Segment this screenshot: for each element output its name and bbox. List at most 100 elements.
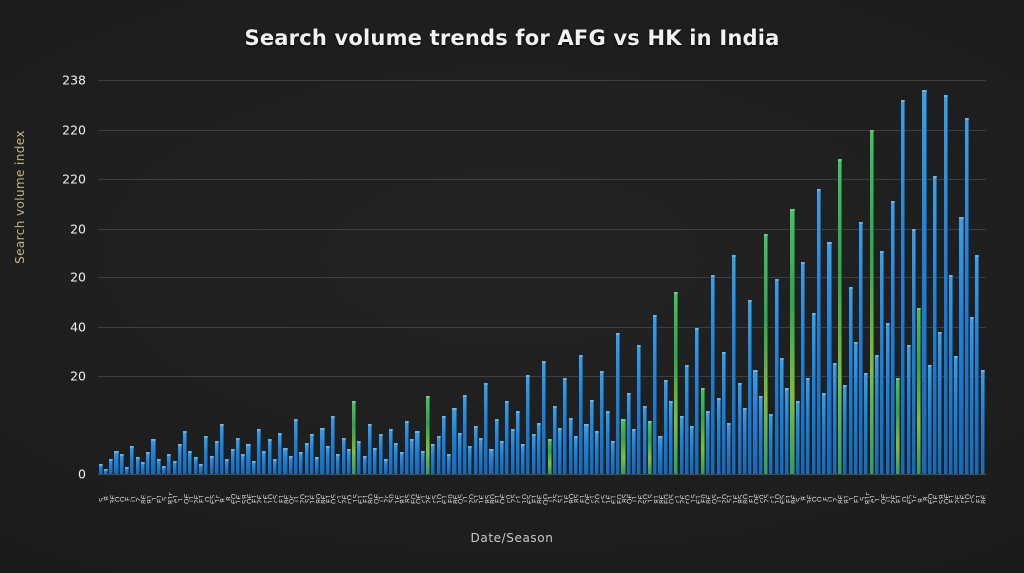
gridline — [98, 277, 986, 278]
bar — [547, 439, 552, 474]
bar — [531, 434, 536, 474]
bar — [589, 399, 594, 474]
bar — [119, 454, 124, 474]
bar — [933, 176, 938, 474]
bar — [785, 387, 790, 474]
bar — [193, 457, 198, 474]
x-tick-label: Ѕ — [858, 496, 864, 502]
x-tick-label: г1 — [515, 494, 521, 504]
x-tick-label: 8Ѕ — [573, 494, 579, 504]
bar — [209, 455, 214, 474]
x-tick-label: ЄЅ — [779, 494, 785, 504]
bar — [758, 396, 763, 474]
x-axis-line — [98, 474, 986, 475]
y-tick-label: 220 — [62, 122, 86, 138]
bar — [431, 444, 436, 474]
bar — [468, 445, 473, 474]
bar — [357, 440, 362, 474]
x-tick-label: Я. — [219, 495, 225, 503]
gridline — [98, 228, 986, 230]
x-tick-label: Ѕ — [161, 496, 167, 502]
x-tick-label: OЅ — [330, 494, 336, 504]
bar — [304, 442, 309, 474]
x-axis-label: Date/Season — [470, 531, 554, 545]
bar — [642, 406, 647, 474]
bar — [452, 407, 457, 474]
bar — [225, 459, 230, 474]
bar — [959, 217, 964, 474]
bar — [352, 401, 357, 474]
bar — [859, 222, 864, 474]
bar — [943, 94, 948, 474]
bar — [220, 424, 225, 474]
x-tick-label: Я — [800, 496, 806, 502]
bar — [605, 411, 610, 474]
bar — [970, 316, 975, 474]
bar — [172, 460, 177, 474]
bar — [146, 452, 151, 474]
x-tick-label: OЄ — [499, 493, 505, 505]
chart-title: Search volume trends for AFG vs HK in In… — [244, 26, 780, 50]
bar — [288, 455, 293, 474]
x-tick-label: ї1 — [462, 495, 468, 503]
bar — [457, 432, 462, 474]
x-tick-label: 8Є — [837, 494, 843, 504]
bar — [241, 454, 246, 474]
bar — [658, 435, 663, 474]
bar — [711, 275, 716, 474]
x-tick-label: O — [816, 496, 822, 502]
bar — [262, 450, 267, 474]
bar — [188, 450, 193, 474]
bar — [653, 315, 658, 474]
x-tick-label: ї1 — [631, 495, 637, 503]
bar — [911, 229, 917, 474]
bar — [637, 344, 642, 474]
x-tick-label: Ё1 — [853, 494, 859, 504]
bar — [114, 450, 119, 474]
plot-area — [98, 80, 986, 475]
bar — [964, 118, 969, 474]
bar — [515, 411, 521, 474]
bar — [436, 435, 441, 474]
bar — [938, 331, 943, 474]
bar — [526, 374, 531, 474]
bar — [621, 419, 626, 474]
bar — [647, 421, 653, 474]
bar — [563, 377, 568, 474]
x-tick-label: 1Є — [932, 494, 938, 504]
bar — [103, 469, 109, 474]
bar — [272, 459, 278, 474]
x-tick-label: 1Ѕ — [647, 494, 653, 504]
x-tick-label: Е1 — [198, 494, 204, 504]
bar — [367, 424, 373, 474]
bar — [373, 447, 378, 474]
bar — [489, 449, 494, 474]
bar — [663, 379, 668, 474]
bar — [801, 262, 806, 474]
gridline — [98, 80, 986, 81]
bar — [896, 377, 901, 474]
bar — [716, 397, 721, 474]
x-tick-label: OЄ — [182, 493, 188, 505]
bar — [695, 328, 700, 474]
bar — [705, 411, 711, 474]
bar-series — [98, 80, 986, 474]
bar — [283, 447, 288, 474]
x-tick-label: 2Є — [425, 494, 431, 504]
bar — [922, 89, 927, 474]
bar — [742, 407, 748, 474]
bar — [299, 452, 304, 474]
bar — [837, 159, 843, 474]
bar — [235, 437, 241, 474]
bar — [869, 129, 874, 474]
bar — [880, 250, 885, 474]
x-tick-label: 1. — [177, 495, 183, 503]
x-tick-label: ї1 — [293, 495, 299, 503]
bar — [378, 434, 383, 474]
bar — [848, 286, 853, 474]
bar — [901, 99, 906, 474]
y-tick-label: 238 — [62, 72, 86, 88]
bar — [151, 439, 156, 474]
